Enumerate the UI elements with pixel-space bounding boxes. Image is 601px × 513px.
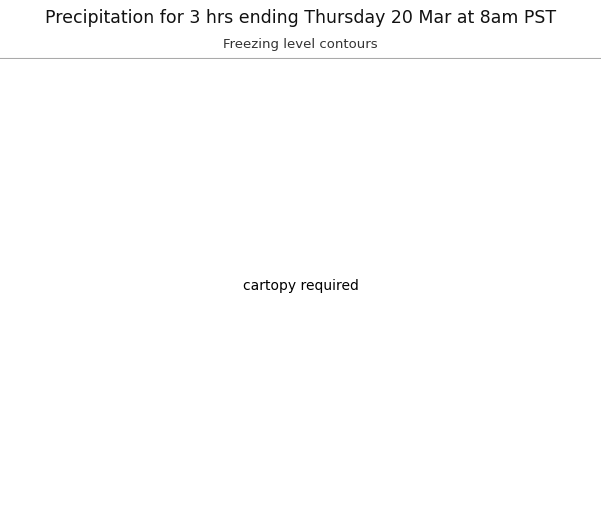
Text: cartopy required: cartopy required: [243, 279, 358, 293]
Text: Freezing level contours: Freezing level contours: [223, 38, 378, 51]
Text: Precipitation for 3 hrs ending Thursday 20 Mar at 8am PST: Precipitation for 3 hrs ending Thursday …: [45, 9, 556, 27]
